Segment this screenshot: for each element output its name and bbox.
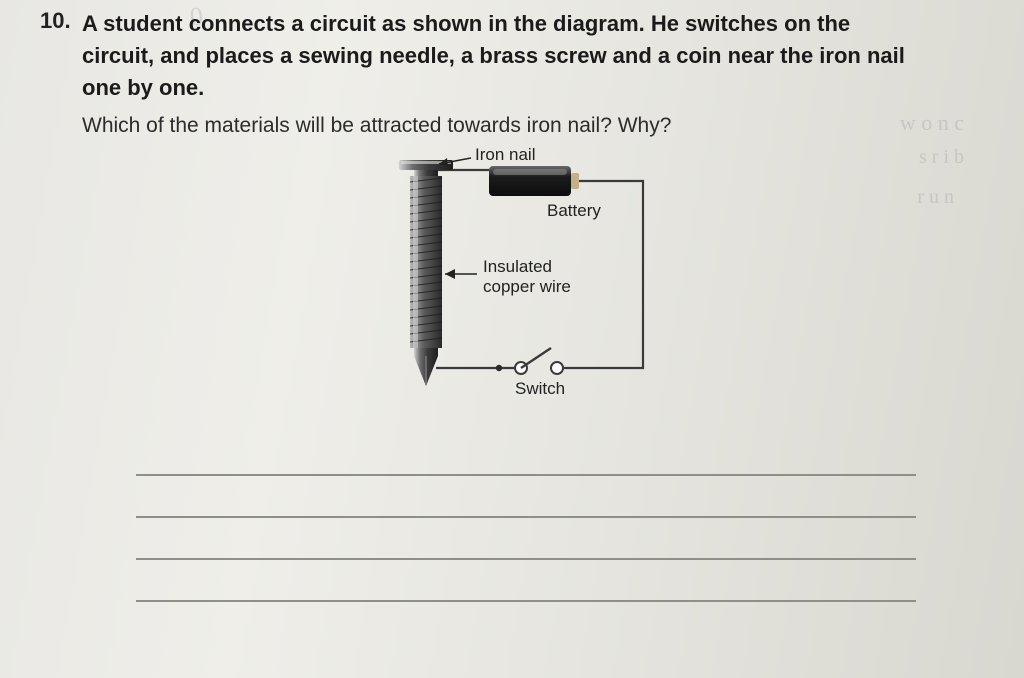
label-insulated-l2: copper wire — [483, 277, 571, 296]
circuit-diagram: Iron nail Battery Insulated copper wire … — [313, 146, 733, 406]
question-block: 10. A student connects a circuit as show… — [40, 8, 1006, 138]
answer-line — [136, 518, 916, 560]
label-iron-nail: Iron nail — [475, 146, 535, 164]
question-line2: circuit, and places a sewing needle, a b… — [82, 43, 905, 68]
question-line1: A student connects a circuit as shown in… — [82, 11, 850, 36]
sub-question: Which of the materials will be attracted… — [82, 114, 1006, 138]
question-number: 10. — [40, 8, 76, 34]
answer-line — [136, 560, 916, 602]
diagram-svg: Iron nail Battery Insulated copper wire … — [313, 146, 733, 406]
label-battery: Battery — [547, 201, 601, 220]
answer-line — [136, 476, 916, 518]
answer-lines — [136, 434, 916, 602]
question-line3: one by one. — [82, 75, 204, 100]
ghost-mark: s r i b — [919, 146, 964, 169]
label-switch: Switch — [515, 379, 565, 398]
textbook-page: 10. A student connects a circuit as show… — [0, 0, 1024, 678]
label-insulated-l1: Insulated — [483, 257, 552, 276]
question-text: A student connects a circuit as shown in… — [82, 8, 1006, 104]
ghost-mark: r u n — [917, 186, 954, 209]
answer-line — [136, 434, 916, 476]
